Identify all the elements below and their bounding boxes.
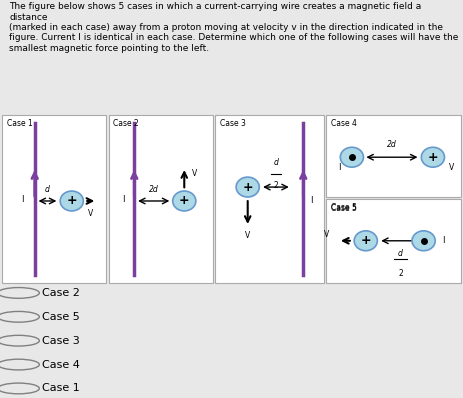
Text: Case 5: Case 5 <box>331 204 357 213</box>
Text: 2: 2 <box>398 269 403 278</box>
Text: I: I <box>442 236 444 245</box>
FancyBboxPatch shape <box>215 115 324 283</box>
Text: +: + <box>67 195 77 207</box>
Text: Case 2: Case 2 <box>113 119 139 129</box>
Text: V: V <box>245 231 250 240</box>
Text: I: I <box>123 195 125 203</box>
Circle shape <box>421 147 444 167</box>
Circle shape <box>60 191 83 211</box>
Text: I: I <box>338 163 340 172</box>
Circle shape <box>412 231 435 251</box>
Text: Case 3: Case 3 <box>220 119 246 129</box>
Text: The figure below shows 5 cases in which a current-carrying wire creates a magnet: The figure below shows 5 cases in which … <box>9 2 459 53</box>
Text: Case 4: Case 4 <box>331 119 357 129</box>
Circle shape <box>236 177 259 197</box>
Text: d: d <box>274 158 278 167</box>
Text: +: + <box>243 181 253 193</box>
Text: Case 5: Case 5 <box>42 312 80 322</box>
Text: V: V <box>449 163 454 172</box>
Text: d: d <box>45 185 50 194</box>
FancyBboxPatch shape <box>215 115 324 283</box>
Circle shape <box>354 231 377 251</box>
Text: Case 1: Case 1 <box>7 119 33 129</box>
Text: +: + <box>179 195 189 207</box>
Text: V: V <box>192 169 197 178</box>
Text: Case 1: Case 1 <box>42 383 80 394</box>
Text: Case 5: Case 5 <box>331 203 357 212</box>
Text: Case 4: Case 4 <box>42 359 80 370</box>
Text: +: + <box>361 234 371 247</box>
Text: I: I <box>21 195 23 203</box>
FancyBboxPatch shape <box>326 115 461 197</box>
Circle shape <box>340 147 363 167</box>
Text: +: + <box>428 151 438 164</box>
Text: Case 3: Case 3 <box>42 336 80 346</box>
Text: Case 2: Case 2 <box>42 288 80 298</box>
FancyBboxPatch shape <box>109 115 213 283</box>
FancyBboxPatch shape <box>326 199 461 283</box>
FancyBboxPatch shape <box>326 115 461 197</box>
Text: I: I <box>310 197 313 205</box>
Text: V: V <box>324 230 329 239</box>
Text: 2d: 2d <box>387 140 397 149</box>
FancyBboxPatch shape <box>326 199 461 283</box>
Text: V: V <box>88 209 93 218</box>
FancyBboxPatch shape <box>2 115 106 283</box>
Circle shape <box>173 191 196 211</box>
Text: 2d: 2d <box>149 185 159 194</box>
Text: 2: 2 <box>274 181 278 190</box>
Text: d: d <box>398 249 403 258</box>
